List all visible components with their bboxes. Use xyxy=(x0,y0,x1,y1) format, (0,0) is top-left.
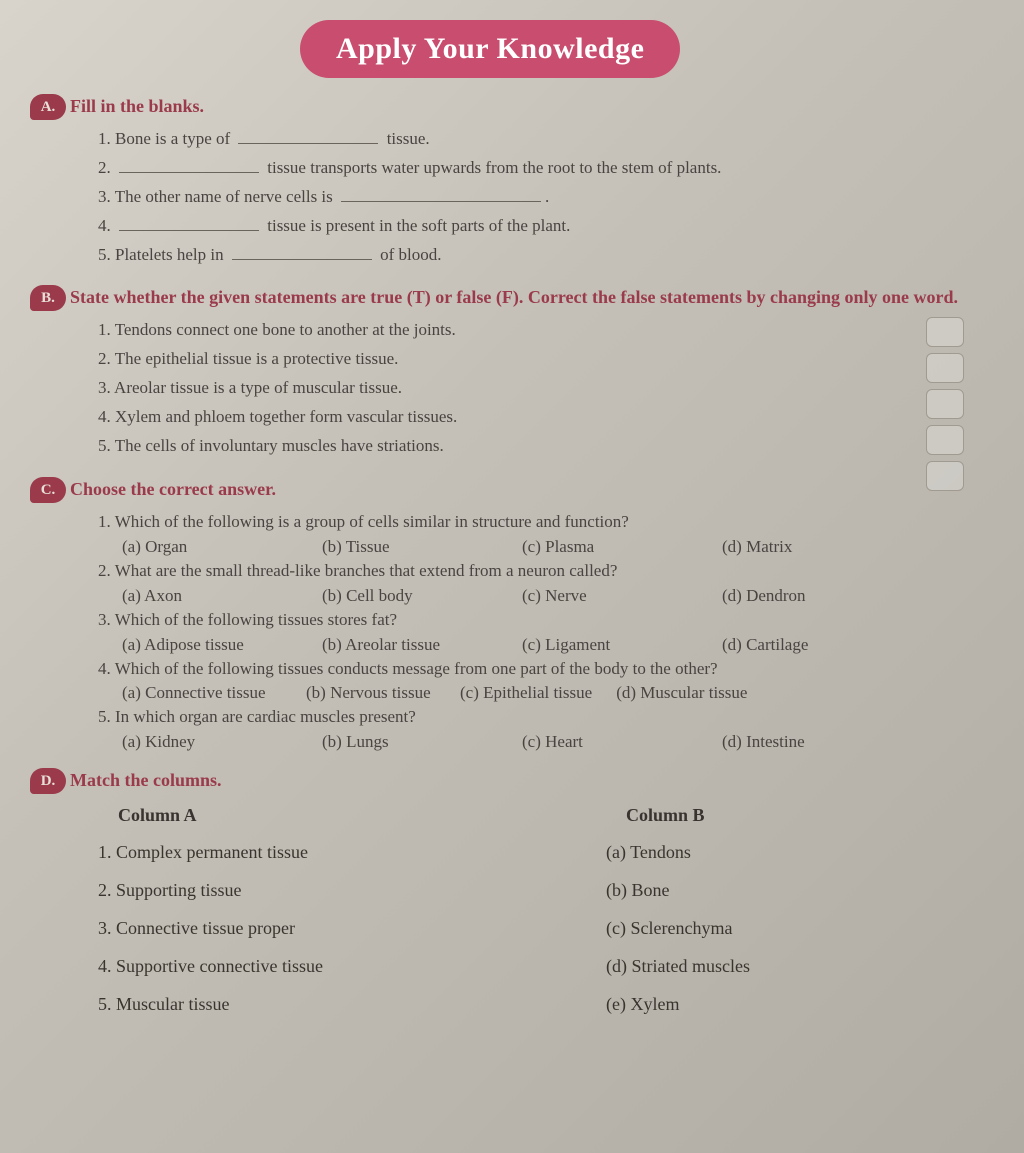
text: tissue transports water upwards from the… xyxy=(267,158,721,177)
match-item: (d) Striated muscles xyxy=(606,948,974,986)
blank-input[interactable] xyxy=(119,214,259,231)
mcq-question-4: 4. Which of the following tissues conduc… xyxy=(98,655,974,684)
tf-statement: 1. Tendons connect one bone to another a… xyxy=(98,316,974,345)
match-item: 5. Muscular tissue xyxy=(98,986,466,1024)
mcq-options: (a) Axon (b) Cell body (c) Nerve (d) Den… xyxy=(122,586,974,606)
tf-box[interactable] xyxy=(926,353,964,383)
page-title: Apply Your Knowledge xyxy=(300,20,680,78)
mcq-option[interactable]: (d) Intestine xyxy=(722,732,882,752)
column-b-head: Column B xyxy=(626,805,974,826)
mcq-option[interactable]: (b) Lungs xyxy=(322,732,482,752)
mcq-option[interactable]: (a) Organ xyxy=(122,537,282,557)
mcq-option[interactable]: (a) Connective tissue xyxy=(122,683,282,703)
mcq-option[interactable]: (b) Nervous tissue xyxy=(306,683,436,703)
text: 4. xyxy=(98,216,111,235)
section-mcq: C. Choose the correct answer. 1. Which o… xyxy=(70,479,974,752)
mcq-option[interactable]: (c) Heart xyxy=(522,732,682,752)
match-item: 1. Complex permanent tissue xyxy=(98,834,466,872)
text: 5. Platelets help in xyxy=(98,245,224,264)
column-a-head: Column A xyxy=(118,805,466,826)
mcq-option[interactable]: (b) Tissue xyxy=(322,537,482,557)
mcq-option[interactable]: (c) Plasma xyxy=(522,537,682,557)
section-true-false: B. State whether the given statements ar… xyxy=(70,287,974,460)
match-item: (e) Xylem xyxy=(606,986,974,1024)
tf-statement: 3. Areolar tissue is a type of muscular … xyxy=(98,374,974,403)
mcq-option[interactable]: (d) Matrix xyxy=(722,537,882,557)
mcq-option[interactable]: (d) Cartilage xyxy=(722,635,882,655)
blank-item-2: 2. tissue transports water upwards from … xyxy=(98,154,974,183)
match-item: 4. Supportive connective tissue xyxy=(98,948,466,986)
mcq-question-3: 3. Which of the following tissues stores… xyxy=(98,606,974,635)
match-item: 3. Connective tissue proper xyxy=(98,910,466,948)
match-item: (a) Tendons xyxy=(606,834,974,872)
section-a-title: Fill in the blanks. xyxy=(70,96,974,117)
match-column-b: Column B (a) Tendons (b) Bone (c) Sclere… xyxy=(606,799,974,1023)
section-badge-a: A. xyxy=(30,94,66,120)
mcq-option[interactable]: (c) Epithelial tissue xyxy=(460,683,592,703)
match-item: (b) Bone xyxy=(606,872,974,910)
mcq-option[interactable]: (a) Adipose tissue xyxy=(122,635,282,655)
mcq-option[interactable]: (b) Cell body xyxy=(322,586,482,606)
text: of blood. xyxy=(380,245,441,264)
match-column-a: Column A 1. Complex permanent tissue 2. … xyxy=(98,799,466,1023)
tf-box[interactable] xyxy=(926,317,964,347)
mcq-options: (a) Organ (b) Tissue (c) Plasma (d) Matr… xyxy=(122,537,974,557)
mcq-options: (a) Connective tissue (b) Nervous tissue… xyxy=(122,683,974,703)
match-item: (c) Sclerenchyma xyxy=(606,910,974,948)
section-d-title: Match the columns. xyxy=(70,770,974,791)
blank-input[interactable] xyxy=(119,156,259,173)
tf-box[interactable] xyxy=(926,389,964,419)
blank-item-5: 5. Platelets help in of blood. xyxy=(98,241,974,270)
text: 1. Bone is a type of xyxy=(98,129,230,148)
match-columns: Column A 1. Complex permanent tissue 2. … xyxy=(98,799,974,1023)
text: tissue is present in the soft parts of t… xyxy=(267,216,570,235)
blank-input[interactable] xyxy=(232,243,372,260)
mcq-option[interactable]: (a) Axon xyxy=(122,586,282,606)
tf-answer-boxes xyxy=(926,317,964,491)
mcq-option[interactable]: (d) Dendron xyxy=(722,586,882,606)
mcq-option[interactable]: (b) Areolar tissue xyxy=(322,635,482,655)
section-c-title: Choose the correct answer. xyxy=(70,479,974,500)
mcq-option[interactable]: (a) Kidney xyxy=(122,732,282,752)
tf-box[interactable] xyxy=(926,425,964,455)
section-badge-b: B. xyxy=(30,285,66,311)
blank-item-1: 1. Bone is a type of tissue. xyxy=(98,125,974,154)
mcq-options: (a) Adipose tissue (b) Areolar tissue (c… xyxy=(122,635,974,655)
section-fill-blanks: A. Fill in the blanks. 1. Bone is a type… xyxy=(70,96,974,269)
mcq-question-5: 5. In which organ are cardiac muscles pr… xyxy=(98,703,974,732)
blank-item-3: 3. The other name of nerve cells is . xyxy=(98,183,974,212)
mcq-question-2: 2. What are the small thread-like branch… xyxy=(98,557,974,586)
mcq-option[interactable]: (d) Muscular tissue xyxy=(616,683,747,703)
tf-statement: 5. The cells of involuntary muscles have… xyxy=(98,432,974,461)
worksheet-page: Apply Your Knowledge A. Fill in the blan… xyxy=(0,0,1024,1053)
mcq-options: (a) Kidney (b) Lungs (c) Heart (d) Intes… xyxy=(122,732,974,752)
blank-input[interactable] xyxy=(341,185,541,202)
tf-statement: 2. The epithelial tissue is a protective… xyxy=(98,345,974,374)
text: 2. xyxy=(98,158,111,177)
text: 3. The other name of nerve cells is xyxy=(98,187,333,206)
mcq-option[interactable]: (c) Nerve xyxy=(522,586,682,606)
section-b-title: State whether the given statements are t… xyxy=(70,287,974,308)
tf-statement: 4. Xylem and phloem together form vascul… xyxy=(98,403,974,432)
blank-input[interactable] xyxy=(238,127,378,144)
blank-item-4: 4. tissue is present in the soft parts o… xyxy=(98,212,974,241)
match-item: 2. Supporting tissue xyxy=(98,872,466,910)
text: tissue. xyxy=(387,129,430,148)
mcq-option[interactable]: (c) Ligament xyxy=(522,635,682,655)
mcq-question-1: 1. Which of the following is a group of … xyxy=(98,508,974,537)
section-badge-d: D. xyxy=(30,768,66,794)
section-badge-c: C. xyxy=(30,477,66,503)
section-match: D. Match the columns. Column A 1. Comple… xyxy=(70,770,974,1023)
